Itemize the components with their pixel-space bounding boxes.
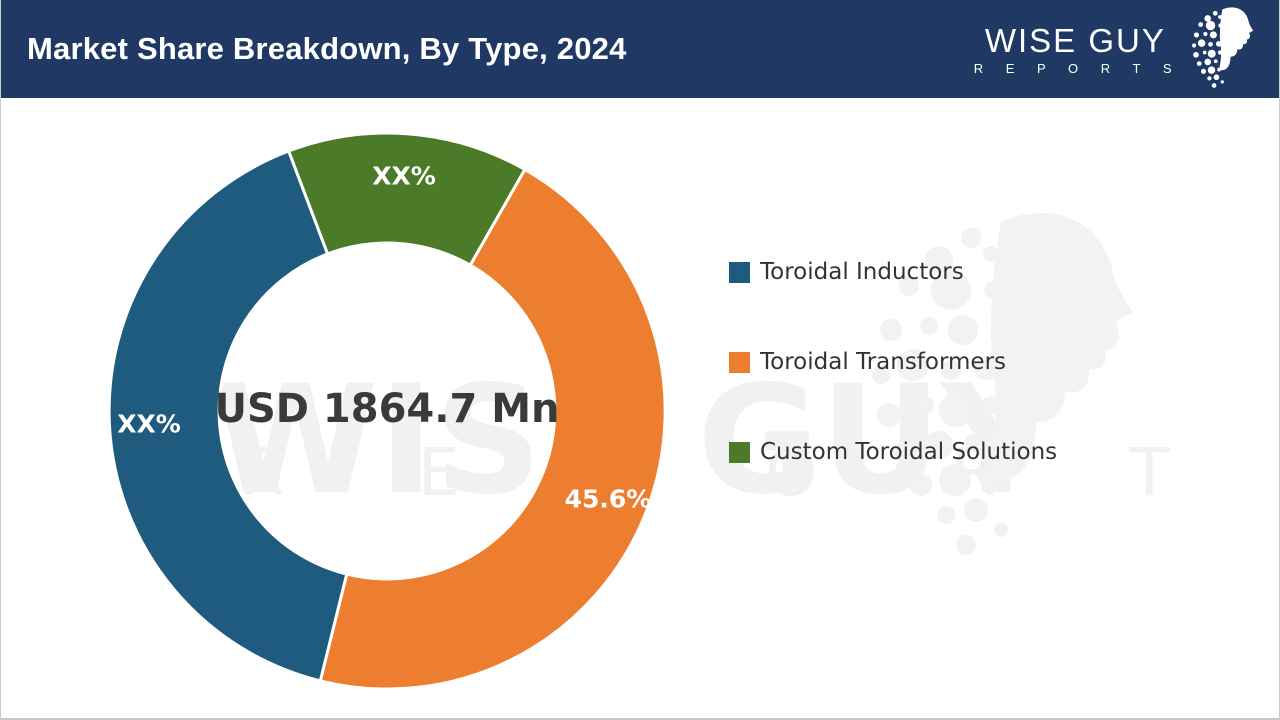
legend-item-custom-toroidal-solutions: Custom Toroidal Solutions	[729, 438, 1057, 466]
donut-center-value: USD 1864.7 Mn	[215, 386, 560, 432]
legend-label: Toroidal Inductors	[760, 259, 964, 285]
donut-chart: XX% 45.6% XX% USD 1864.7 Mn	[109, 133, 665, 689]
wise-guy-reports-logo: WISE GUY R E P O R T S	[970, 2, 1267, 96]
logo-face-icon	[1191, 7, 1254, 88]
slice-toroidal-transformers	[318, 168, 665, 689]
legend-label: Toroidal Transformers	[760, 349, 1007, 375]
legend-swatch-green	[729, 441, 750, 463]
slice-toroidal-inductors	[109, 149, 349, 683]
legend-item-toroidal-inductors: Toroidal Inductors	[729, 258, 1057, 286]
legend-swatch-orange	[729, 351, 750, 373]
logo-subtitle: R E P O R T S	[973, 60, 1181, 76]
slice-label-custom-toroidal-solutions: XX%	[372, 162, 436, 191]
logo-name: WISE GUY	[984, 21, 1166, 59]
logo-text: WISE GUY R E P O R T S	[970, 24, 1181, 75]
header-bar: Market Share Breakdown, By Type, 2024 WI…	[1, 0, 1279, 98]
slice-label-toroidal-transformers: 45.6%	[565, 485, 652, 514]
page-title: Market Share Breakdown, By Type, 2024	[27, 31, 627, 66]
slice-label-toroidal-inductors: XX%	[117, 410, 181, 439]
legend-swatch-blue	[729, 261, 750, 283]
legend-item-toroidal-transformers: Toroidal Transformers	[729, 348, 1057, 376]
chart-legend: Toroidal Inductors Toroidal Transformers…	[729, 258, 1057, 466]
legend-label: Custom Toroidal Solutions	[760, 439, 1058, 465]
slice-custom-toroidal-solutions	[287, 133, 527, 267]
